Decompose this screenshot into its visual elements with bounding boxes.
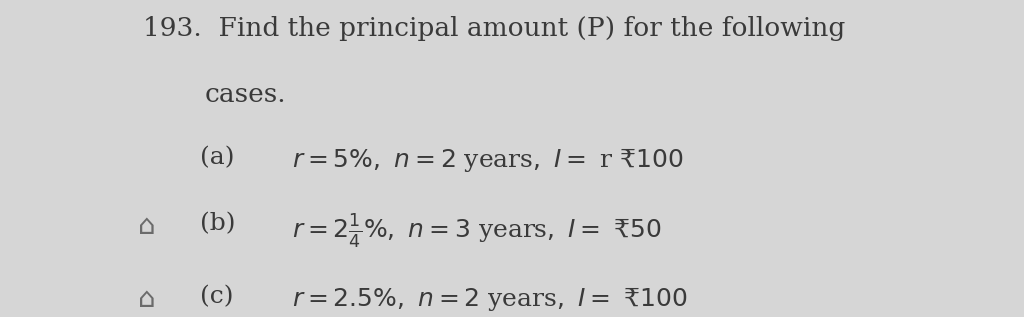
Text: $r = 2.5\%,\ n = 2$ years$,\ I = $ ₹$100$: $r = 2.5\%,\ n = 2$ years$,\ I = $ ₹$100… bbox=[292, 285, 687, 313]
Text: $r = 2\frac{1}{4}\%,\ n = 3$ years$,\ I = $ ₹$50$: $r = 2\frac{1}{4}\%,\ n = 3$ years$,\ I … bbox=[292, 212, 662, 250]
Text: (a): (a) bbox=[200, 146, 234, 169]
Text: cases.: cases. bbox=[205, 82, 287, 107]
Text: $r = 5\%,\ n = 2$ years$,\ I = $ r ₹$100$: $r = 5\%,\ n = 2$ years$,\ I = $ r ₹$100… bbox=[292, 146, 683, 174]
Text: ⌂: ⌂ bbox=[138, 212, 156, 240]
Text: (b): (b) bbox=[200, 212, 236, 236]
Text: ⌂: ⌂ bbox=[138, 285, 156, 313]
Text: (c): (c) bbox=[200, 285, 233, 308]
Text: 193.  Find the principal amount (P) for the following: 193. Find the principal amount (P) for t… bbox=[143, 16, 846, 41]
